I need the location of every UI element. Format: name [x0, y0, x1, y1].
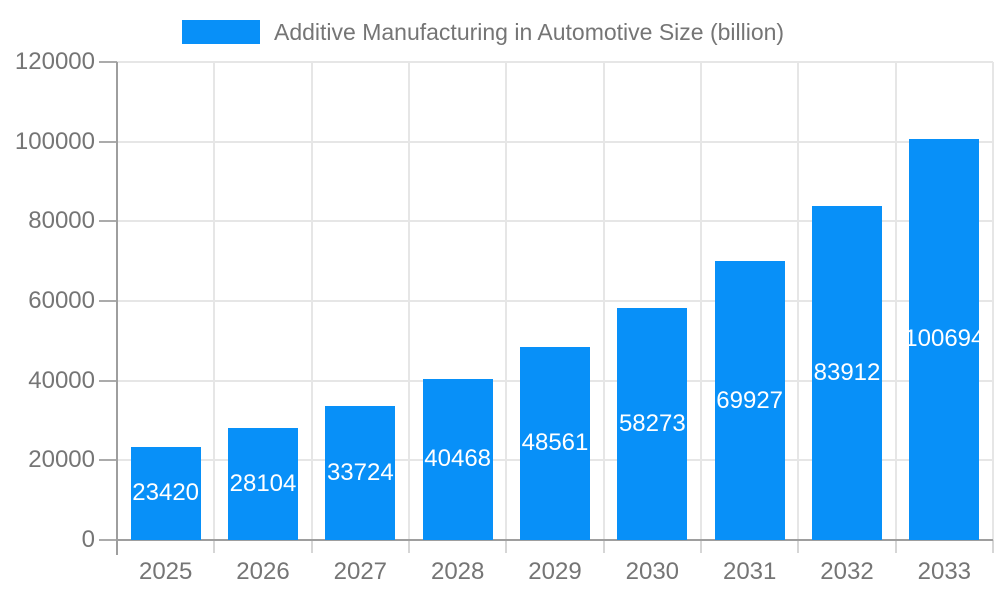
- bar-2025[interactable]: 23420: [130, 446, 201, 540]
- bar-2030[interactable]: 58273: [617, 307, 688, 540]
- bar-value-label: 83912: [813, 358, 881, 386]
- y-axis-label: 0: [81, 526, 95, 553]
- bar-value-label: 28104: [229, 470, 297, 498]
- x-axis-tick: [213, 540, 216, 553]
- legend-item[interactable]: Additive Manufacturing in Automotive Siz…: [182, 18, 784, 46]
- x-axis-tick: [602, 540, 605, 553]
- x-axis-line: [117, 539, 993, 541]
- bar-2032[interactable]: 83912: [812, 205, 882, 540]
- y-axis-tick: [99, 61, 117, 63]
- x-axis-label-2028: 2028: [430, 558, 485, 585]
- x-axis-label-2026: 2026: [236, 558, 290, 585]
- x-axis-label-2027: 2027: [333, 558, 388, 585]
- legend-label: Additive Manufacturing in Automotive Siz…: [274, 18, 785, 45]
- bar-value-label: 100694: [904, 325, 985, 353]
- bar-2033[interactable]: 100694: [904, 138, 984, 540]
- bar-2028[interactable]: 40468: [422, 378, 493, 540]
- x-axis-tick: [408, 540, 410, 553]
- x-axis-tick: [797, 540, 800, 553]
- y-axis-line: [116, 62, 118, 555]
- bar-value-label: 23420: [132, 479, 200, 507]
- x-axis-label-2032: 2032: [820, 558, 874, 585]
- y-axis-tick: [99, 300, 117, 302]
- gridline-x-boundary: [505, 62, 508, 540]
- gridline-y-60000: [117, 300, 993, 302]
- y-axis-tick: [99, 459, 117, 462]
- y-axis-tick: [99, 140, 117, 143]
- x-axis-label-2030: 2030: [625, 558, 680, 585]
- gridline-x-boundary: [894, 62, 897, 540]
- bar-value-label: 33724: [326, 458, 394, 486]
- x-axis-tick: [992, 540, 994, 553]
- y-axis-label: 100000: [14, 127, 95, 155]
- bar-value-label: 48561: [521, 429, 589, 457]
- y-axis-label: 120000: [14, 48, 95, 75]
- bar-value-label: 58273: [618, 409, 686, 437]
- x-axis-tick: [505, 540, 508, 553]
- gridline-x-boundary: [700, 62, 702, 540]
- x-axis-label-2033: 2033: [917, 558, 972, 585]
- gridline-x-boundary: [213, 62, 216, 540]
- x-axis-tick: [700, 540, 702, 553]
- gridline-x-boundary: [797, 62, 800, 540]
- bar-2031[interactable]: 69927: [714, 261, 785, 540]
- y-axis-label: 20000: [28, 446, 95, 474]
- y-axis-tick: [99, 539, 117, 541]
- gridline-y-100000: [117, 140, 993, 143]
- gridline-y-120000: [117, 61, 993, 63]
- bar-2029[interactable]: 48561: [520, 346, 590, 540]
- x-axis-label-2029: 2029: [528, 558, 582, 585]
- gridline-x-boundary: [310, 62, 313, 540]
- x-axis-label-2025: 2025: [138, 558, 193, 585]
- x-axis-tick: [310, 540, 313, 553]
- bar-value-label: 69927: [716, 386, 784, 414]
- y-axis-label: 80000: [28, 207, 95, 235]
- gridline-x-boundary: [992, 62, 994, 540]
- y-axis-label: 40000: [28, 366, 95, 394]
- x-axis-label-2031: 2031: [722, 558, 777, 585]
- y-axis-tick: [99, 220, 117, 223]
- gridline-x-boundary: [602, 62, 605, 540]
- y-axis-tick: [99, 379, 117, 382]
- gridline-x-boundary: [408, 62, 410, 540]
- y-axis-label: 60000: [28, 287, 95, 314]
- bar-2027[interactable]: 33724: [325, 405, 396, 540]
- x-axis-tick: [894, 540, 897, 553]
- bar-value-label: 40468: [424, 445, 492, 473]
- bar-2026[interactable]: 28104: [228, 428, 298, 540]
- gridline-y-80000: [117, 220, 993, 223]
- legend-swatch: [182, 20, 260, 44]
